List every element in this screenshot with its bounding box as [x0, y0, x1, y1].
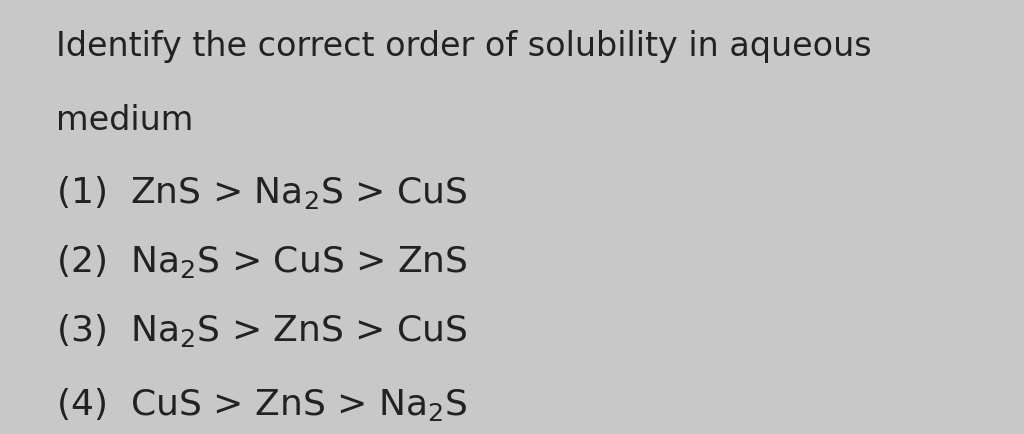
- Text: (2)  Na$_2$S > CuS > ZnS: (2) Na$_2$S > CuS > ZnS: [56, 243, 468, 280]
- Text: (4)  CuS > ZnS > Na$_2$S: (4) CuS > ZnS > Na$_2$S: [56, 386, 468, 423]
- Text: Identify the correct order of solubility in aqueous: Identify the correct order of solubility…: [56, 30, 872, 63]
- Text: medium: medium: [56, 104, 194, 137]
- Text: (3)  Na$_2$S > ZnS > CuS: (3) Na$_2$S > ZnS > CuS: [56, 312, 468, 349]
- Text: (1)  ZnS > Na$_2$S > CuS: (1) ZnS > Na$_2$S > CuS: [56, 174, 468, 210]
